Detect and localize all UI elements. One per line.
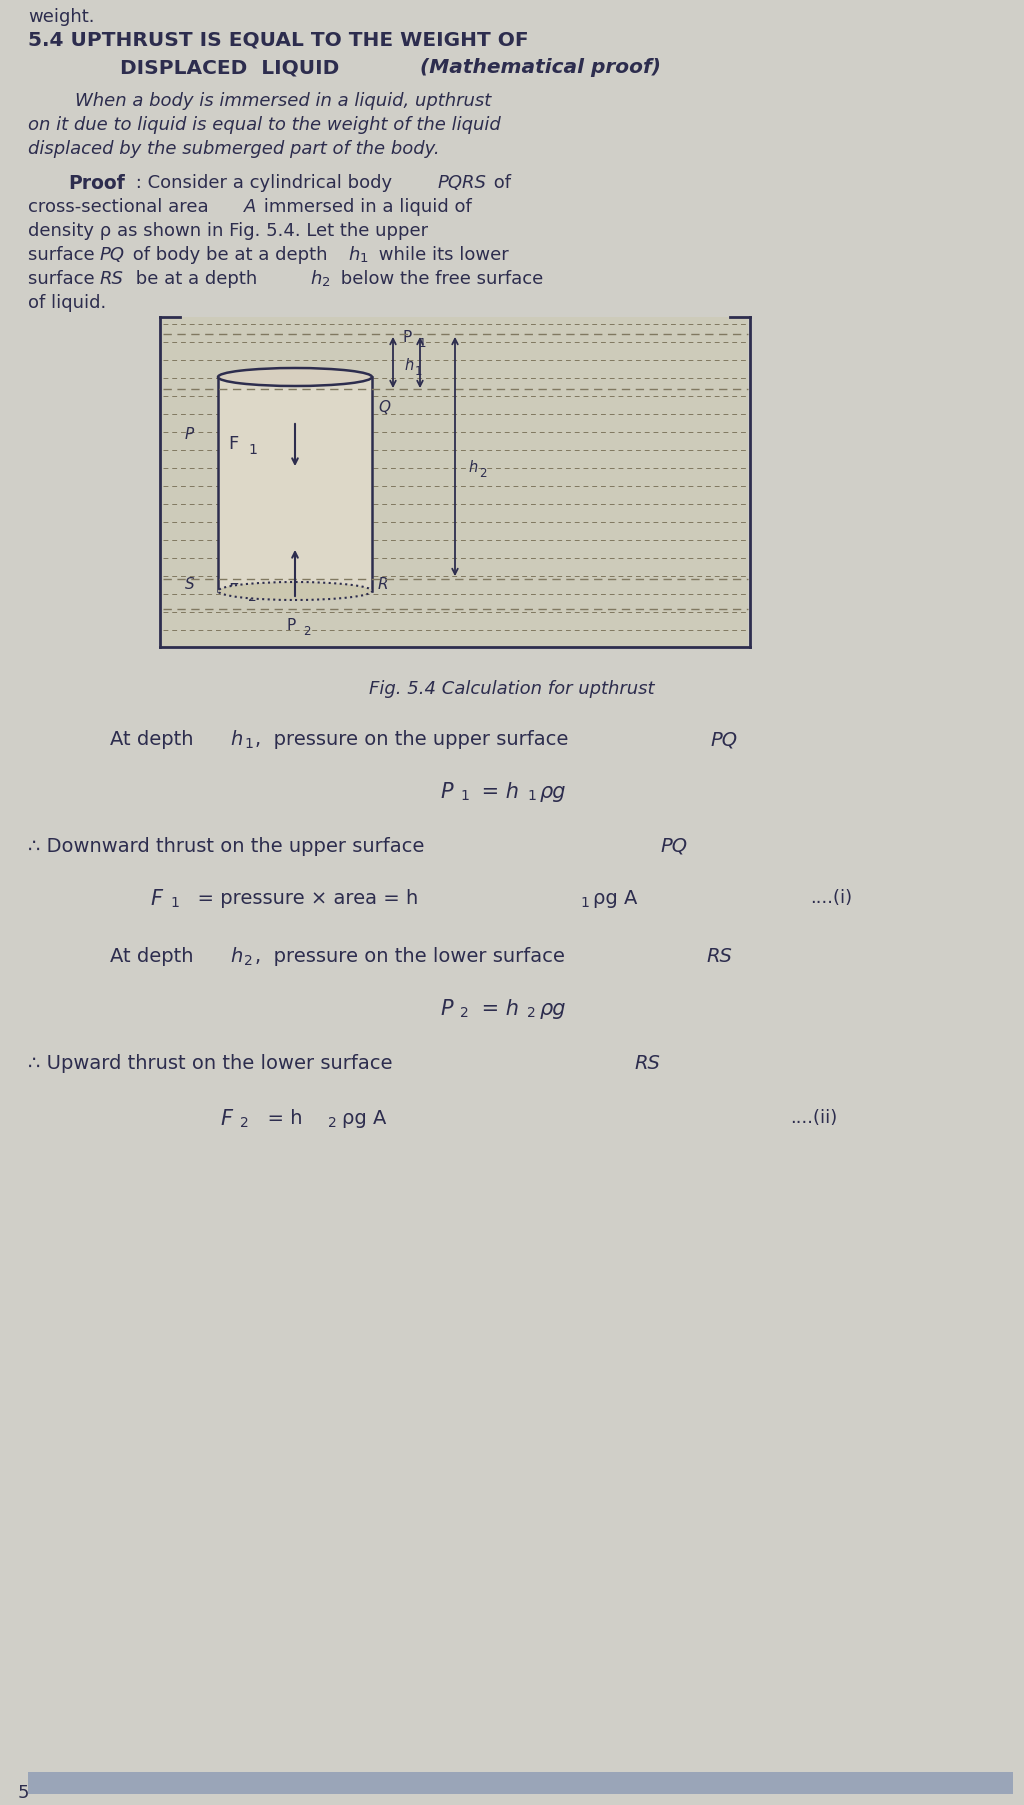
Bar (162, 318, 748, 648)
Bar (218, 377, 372, 592)
Text: P: P (440, 998, 453, 1018)
Text: RS: RS (706, 946, 732, 966)
Text: density ρ as shown in Fig. 5.4. Let the upper: density ρ as shown in Fig. 5.4. Let the … (28, 222, 428, 240)
Text: 2: 2 (303, 625, 310, 637)
Text: F: F (228, 435, 239, 453)
Text: 2: 2 (322, 276, 331, 289)
Text: PQ: PQ (100, 245, 125, 264)
Ellipse shape (218, 583, 372, 601)
Text: = h: = h (255, 1108, 302, 1128)
Text: 1: 1 (419, 338, 427, 350)
Text: ....(i): ....(i) (810, 888, 852, 906)
Text: = h: = h (475, 998, 519, 1018)
Text: ρg: ρg (540, 782, 566, 801)
Text: Fig. 5.4 Calculation for upthrust: Fig. 5.4 Calculation for upthrust (370, 680, 654, 697)
Text: 2: 2 (244, 953, 253, 967)
Text: R: R (378, 576, 389, 592)
Text: (Mathematical proof): (Mathematical proof) (420, 58, 662, 78)
Text: h: h (230, 729, 243, 749)
Text: Proof: Proof (68, 173, 125, 193)
Text: on it due to liquid is equal to the weight of the liquid: on it due to liquid is equal to the weig… (28, 116, 501, 134)
Text: F: F (150, 888, 162, 908)
Text: ,  pressure on the lower surface: , pressure on the lower surface (255, 946, 571, 966)
Text: 2: 2 (460, 1005, 469, 1020)
Text: 5: 5 (18, 1783, 30, 1801)
Text: 2: 2 (527, 1005, 536, 1020)
Text: below the free surface: below the free surface (335, 271, 544, 287)
Text: of body be at a depth: of body be at a depth (127, 245, 333, 264)
Text: 1: 1 (248, 442, 257, 457)
Text: surface: surface (28, 245, 100, 264)
Text: = pressure × area = h: = pressure × area = h (185, 888, 418, 908)
Text: h: h (310, 271, 322, 287)
Text: A: A (244, 199, 256, 217)
Ellipse shape (218, 368, 372, 386)
Text: S: S (185, 576, 195, 592)
Text: h: h (468, 460, 477, 475)
Text: 1: 1 (527, 789, 536, 803)
Text: be at a depth: be at a depth (130, 271, 263, 287)
Text: ρg A: ρg A (593, 888, 637, 908)
Text: P: P (440, 782, 453, 801)
Text: of liquid.: of liquid. (28, 294, 106, 312)
Text: 1: 1 (460, 789, 469, 803)
Text: while its lower: while its lower (373, 245, 509, 264)
Text: 1: 1 (244, 736, 253, 751)
Text: P: P (185, 426, 195, 442)
Text: 2: 2 (240, 1115, 249, 1130)
Text: Q: Q (378, 399, 390, 415)
Text: displaced by the submerged part of the body.: displaced by the submerged part of the b… (28, 141, 439, 157)
Text: When a body is immersed in a liquid, upthrust: When a body is immersed in a liquid, upt… (75, 92, 492, 110)
Text: At depth: At depth (110, 946, 200, 966)
Text: immersed in a liquid of: immersed in a liquid of (258, 199, 472, 217)
Text: 1: 1 (580, 895, 589, 910)
Text: PQ: PQ (710, 729, 737, 749)
Text: F: F (220, 1108, 232, 1128)
Text: 2: 2 (479, 467, 486, 480)
Text: cross-sectional area: cross-sectional area (28, 199, 214, 217)
Text: 1: 1 (415, 365, 423, 377)
Text: h: h (348, 245, 359, 264)
Text: of: of (488, 173, 511, 191)
Text: RS: RS (634, 1054, 659, 1072)
Text: h: h (404, 357, 414, 374)
Text: 5.4 UPTHRUST IS EQUAL TO THE WEIGHT OF: 5.4 UPTHRUST IS EQUAL TO THE WEIGHT OF (28, 31, 528, 49)
Text: 1: 1 (360, 253, 369, 265)
Text: ∴ Downward thrust on the upper surface: ∴ Downward thrust on the upper surface (28, 836, 431, 856)
Text: PQ: PQ (660, 836, 687, 856)
Text: PQRS: PQRS (438, 173, 486, 191)
Text: ....(ii): ....(ii) (790, 1108, 838, 1126)
Text: ∴ Upward thrust on the lower surface: ∴ Upward thrust on the lower surface (28, 1054, 398, 1072)
Text: ρg A: ρg A (342, 1108, 386, 1128)
Text: P: P (402, 330, 412, 345)
Text: 1: 1 (170, 895, 179, 910)
Text: 2: 2 (328, 1115, 337, 1130)
Text: weight.: weight. (28, 7, 94, 25)
Text: RS: RS (100, 271, 124, 287)
Text: : Consider a cylindrical body: : Consider a cylindrical body (130, 173, 398, 191)
Text: ,  pressure on the upper surface: , pressure on the upper surface (255, 729, 574, 749)
Text: DISPLACED  LIQUID: DISPLACED LIQUID (120, 58, 346, 78)
Text: 2: 2 (248, 590, 257, 603)
Bar (28, 1773, 1013, 1794)
Text: h: h (230, 946, 243, 966)
Text: P: P (286, 617, 295, 632)
Text: ρg: ρg (540, 998, 566, 1018)
Text: surface: surface (28, 271, 100, 287)
Text: F: F (228, 581, 239, 599)
Text: At depth: At depth (110, 729, 200, 749)
Text: = h: = h (475, 782, 519, 801)
